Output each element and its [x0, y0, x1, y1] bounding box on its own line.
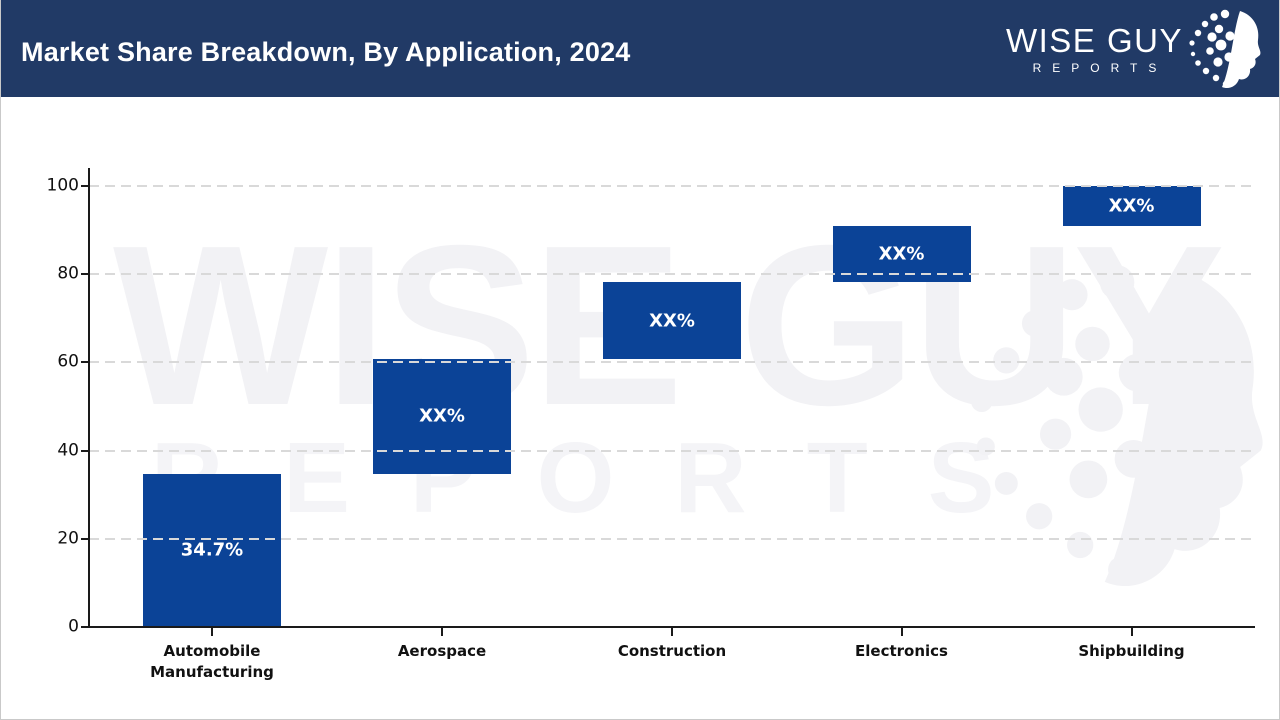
gridline [89, 273, 1255, 276]
watermark-brand-subname: REPORTS [151, 422, 1055, 534]
y-axis-tick-mark [81, 626, 88, 628]
bar-value-label: XX% [1108, 195, 1155, 217]
x-axis-tick-mark [900, 628, 903, 636]
y-axis-tick-mark [81, 537, 88, 540]
x-axis-category-label: Shipbuilding [1078, 642, 1185, 660]
bar-value-label: XX% [878, 243, 925, 265]
gridline [89, 537, 1255, 540]
bar-segment [832, 226, 971, 283]
bar-value-label: XX% [419, 405, 465, 427]
y-axis-tick-label: 0 [68, 616, 79, 637]
y-axis-tick-mark [81, 449, 88, 452]
header-bar: Market Share Breakdown, By Application, … [1, 0, 1279, 97]
watermark-face-icon [971, 265, 1263, 587]
x-axis-tick-mark [441, 628, 443, 636]
y-axis-tick-mark [81, 273, 88, 276]
bar-value-label: 34.7% [180, 539, 244, 561]
y-axis-line [88, 168, 90, 628]
gridline [89, 185, 1255, 187]
brand-subname: REPORTS [1032, 60, 1168, 75]
gridline [89, 361, 1255, 364]
gridline [89, 449, 1255, 452]
brand-logo: WISE GUY REPORTS [1006, 7, 1263, 91]
y-axis-tick-label: 60 [57, 351, 79, 372]
x-axis-tick-mark [211, 628, 213, 636]
y-axis-tick-mark [81, 361, 88, 364]
y-axis-tick-mark [81, 185, 88, 187]
x-axis-tick-mark [1130, 628, 1133, 636]
bar-segment [373, 358, 511, 474]
x-axis-tick-mark [671, 628, 673, 636]
x-axis-category-label: Electronics [855, 642, 948, 660]
y-axis-tick-label: 100 [46, 175, 79, 196]
brand-name: WISE GUY [1005, 21, 1183, 59]
y-axis-tick-label: 80 [57, 263, 79, 284]
brand-logo-text: WISE GUY REPORTS [1006, 24, 1183, 74]
x-axis-category-label: Aerospace [397, 642, 487, 660]
y-axis-tick-label: 40 [57, 440, 79, 461]
bar-value-label: XX% [649, 310, 695, 331]
bar-segment [603, 282, 741, 359]
brand-face-icon [1189, 9, 1261, 88]
x-axis-category-label: Construction [617, 642, 727, 660]
bar-segment [1062, 186, 1201, 227]
y-axis-tick-label: 20 [57, 528, 79, 549]
bar-segment [143, 473, 281, 627]
x-axis-category-label: Automobile Manufacturing [150, 642, 274, 681]
x-axis-line [88, 626, 1255, 628]
page-title: Market Share Breakdown, By Application, … [21, 37, 631, 67]
